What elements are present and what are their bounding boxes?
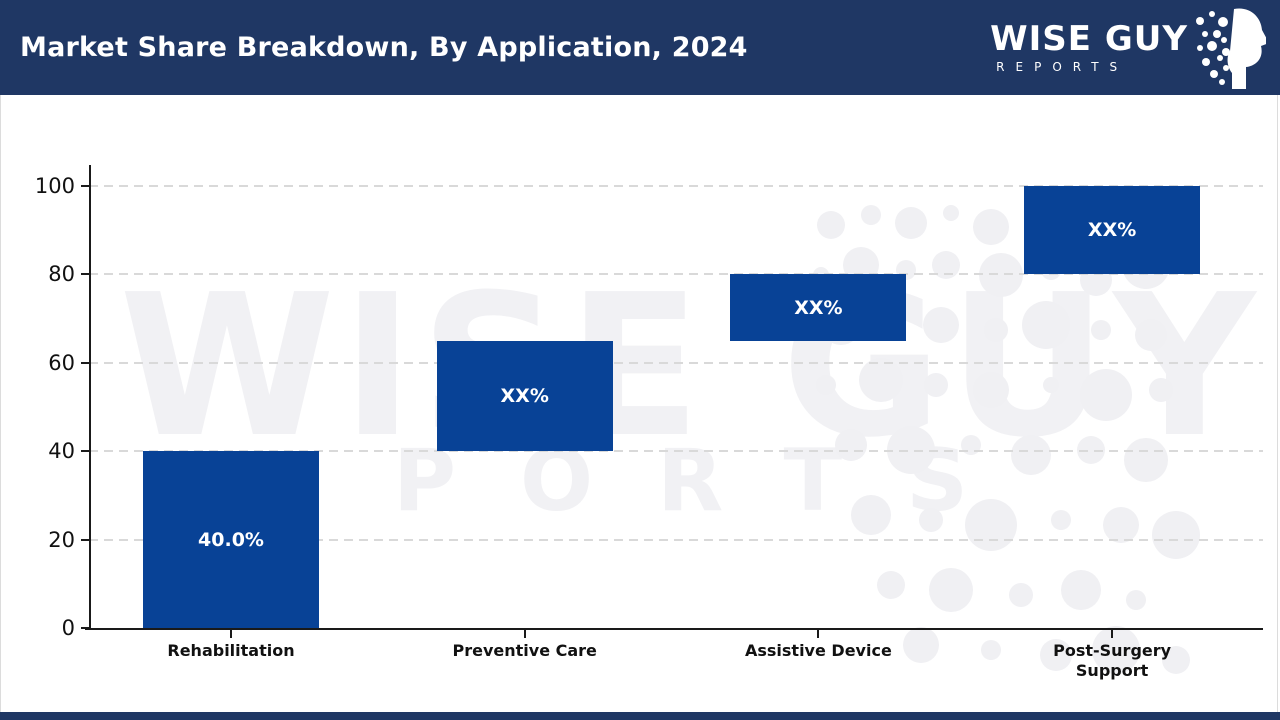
y-axis-tick xyxy=(81,450,89,453)
chart-area: WISE GUY PORTS xyxy=(0,95,1278,712)
waterfall-chart: 0 20 40 60 80 100 40.0% Rehabilitation XX% Preven… xyxy=(1,95,1277,712)
y-axis-tick xyxy=(81,185,89,187)
bar-rehabilitation: 40.0% xyxy=(143,451,319,628)
y-axis-tick-label: 40 xyxy=(48,439,75,464)
logo-face-icon xyxy=(1196,8,1266,89)
y-axis-tick xyxy=(81,361,89,364)
gridline xyxy=(89,361,1263,364)
x-axis-category-label: Preventive Care xyxy=(452,641,597,660)
y-axis-tick-label: 0 xyxy=(61,616,75,640)
bar-value-label: 40.0% xyxy=(198,528,264,551)
brand-logo: WISE GUY REPORTS xyxy=(990,5,1266,91)
x-axis-category-label: Rehabilitation xyxy=(167,641,295,660)
header: Market Share Breakdown, By Application, … xyxy=(0,0,1280,95)
gridline xyxy=(89,450,1263,453)
x-axis-tick xyxy=(230,630,232,638)
bar-value-label: XX% xyxy=(500,384,549,407)
logo-wordmark: WISE GUY xyxy=(990,18,1188,59)
x-axis-tick xyxy=(817,630,820,638)
y-axis-tick-label: 80 xyxy=(48,262,75,287)
logo-subtext: REPORTS xyxy=(996,59,1129,74)
bar-preventive-care: XX% xyxy=(436,340,613,452)
bar-post-surgery-support: XX% xyxy=(1024,186,1201,275)
page-title: Market Share Breakdown, By Application, … xyxy=(20,32,748,63)
y-axis-tick-label: 60 xyxy=(48,350,75,375)
y-axis-line xyxy=(89,165,91,630)
y-axis-tick-label: 100 xyxy=(34,174,75,198)
x-axis-tick xyxy=(1111,630,1114,638)
x-axis-category-label: Assistive Device xyxy=(744,641,892,660)
y-axis-tick xyxy=(81,273,89,276)
bar-value-label: XX% xyxy=(794,296,843,319)
bar-assistive-device: XX% xyxy=(730,274,907,341)
y-axis-tick-label: 20 xyxy=(48,527,75,552)
bar-value-label: XX% xyxy=(1087,219,1137,242)
footer-bar xyxy=(0,712,1280,720)
gridline xyxy=(89,273,1263,276)
logo-wordmark-block: WISE GUY REPORTS xyxy=(990,22,1188,74)
gridline xyxy=(89,185,1263,187)
y-axis-tick xyxy=(81,538,89,541)
x-axis-tick xyxy=(523,630,526,638)
x-axis-line xyxy=(85,628,1263,630)
x-axis-category-label: Post-Surgery Support xyxy=(1053,641,1172,680)
gridline xyxy=(89,538,1263,541)
